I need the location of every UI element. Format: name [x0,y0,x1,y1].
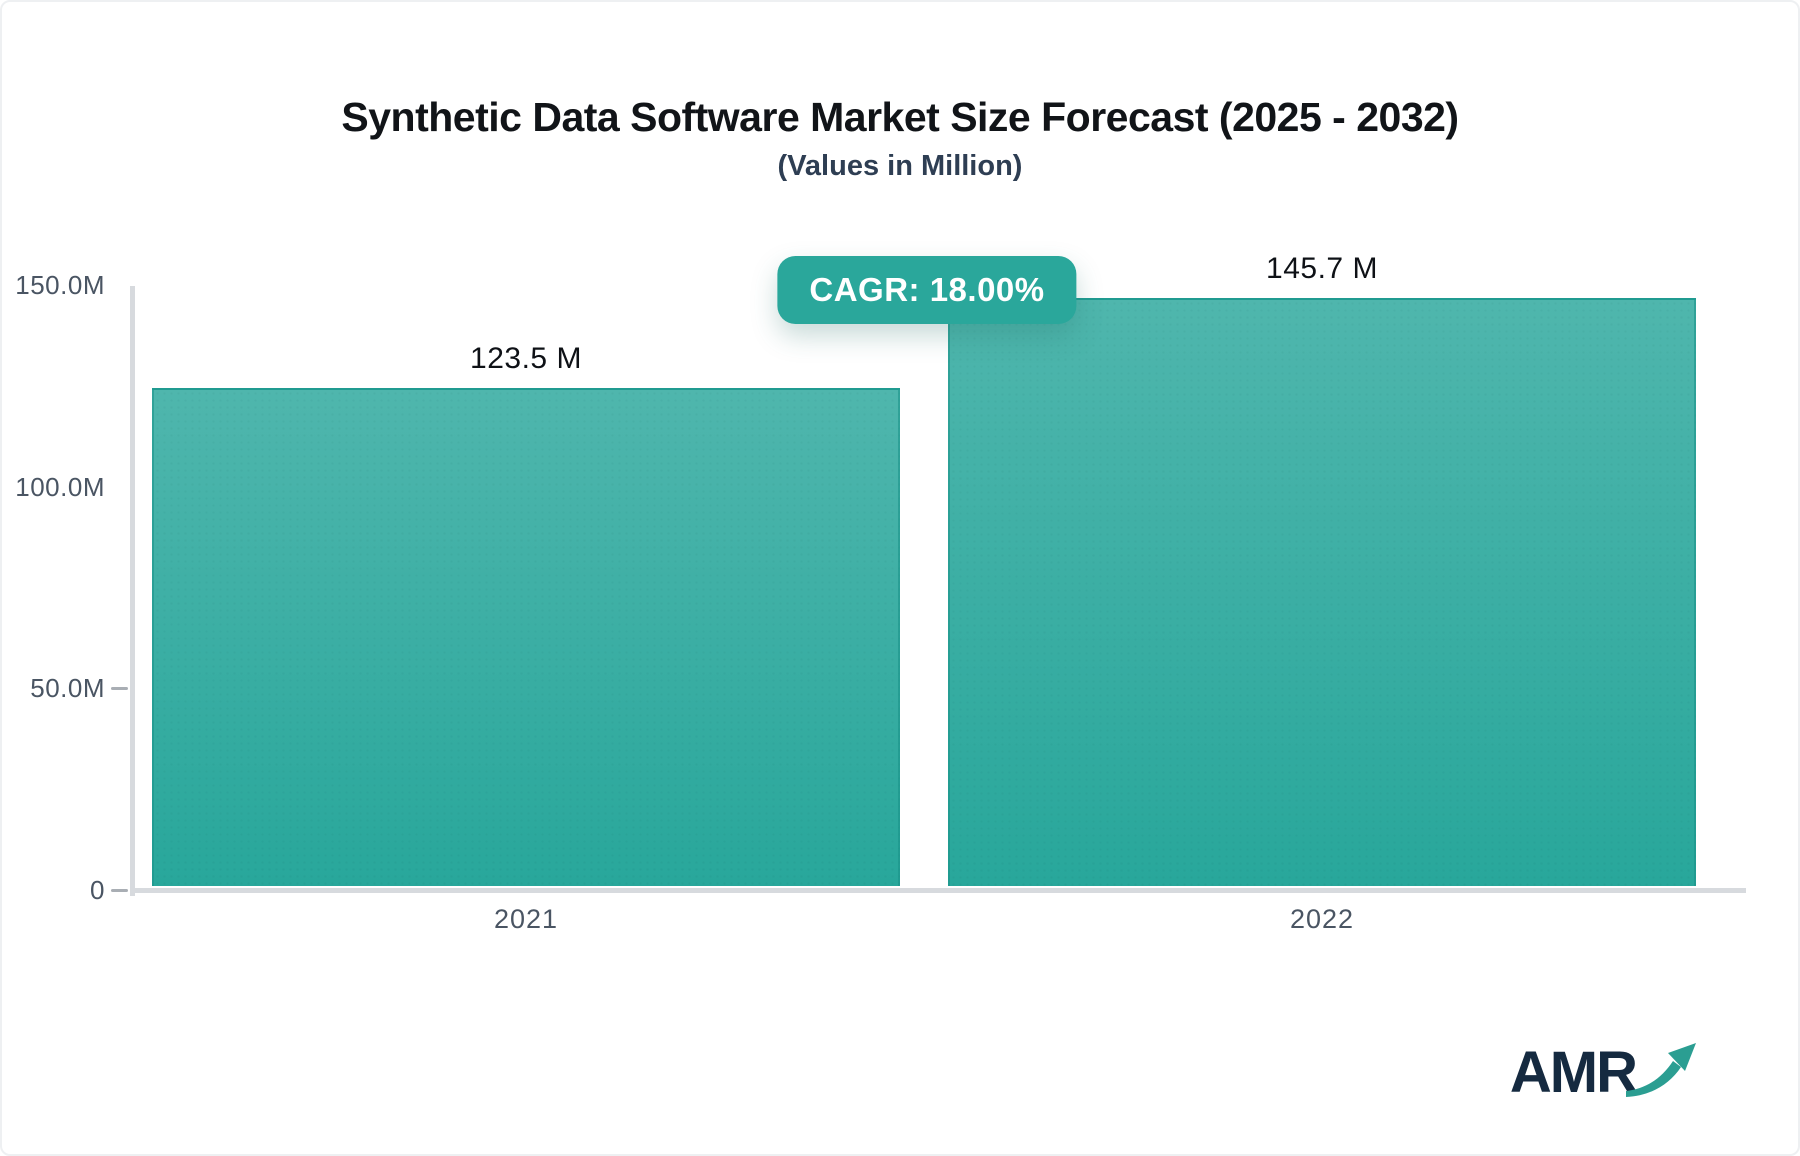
chart-subtitle: (Values in Million) [777,150,1023,182]
bar-2022 [948,298,1696,886]
growth-arrow-icon [1626,1043,1696,1097]
cagr-badge: CAGR: 18.00% [777,256,1077,324]
y-axis-line [130,286,135,896]
y-tick-50m: 50.0M [2,672,128,704]
bar-value-label-2022: 145.7 M [1266,252,1378,285]
y-tick-label: 150.0M [15,269,105,300]
y-tick-mark [111,686,128,690]
y-tick-mark [111,888,128,892]
x-tick-label-2021: 2021 [493,904,559,934]
amr-logo: AMR [1510,1040,1698,1102]
x-tick-label-2022: 2022 [1289,904,1355,934]
chart-title: Synthetic Data Software Market Size Fore… [341,94,1459,140]
amr-logo-text: AMR [1509,1040,1638,1105]
bar-2021 [152,388,900,886]
y-tick-150m: 150.0M [2,269,128,301]
y-tick-label: 100.0M [15,471,105,502]
y-tick-label: 0 [90,874,105,905]
y-tick-label: 50.0M [30,672,105,703]
y-tick-100m: 100.0M [2,471,128,503]
y-tick-0: 0 [2,874,128,906]
x-axis-line [130,888,1746,893]
bar-value-label-2021: 123.5 M [470,342,582,375]
